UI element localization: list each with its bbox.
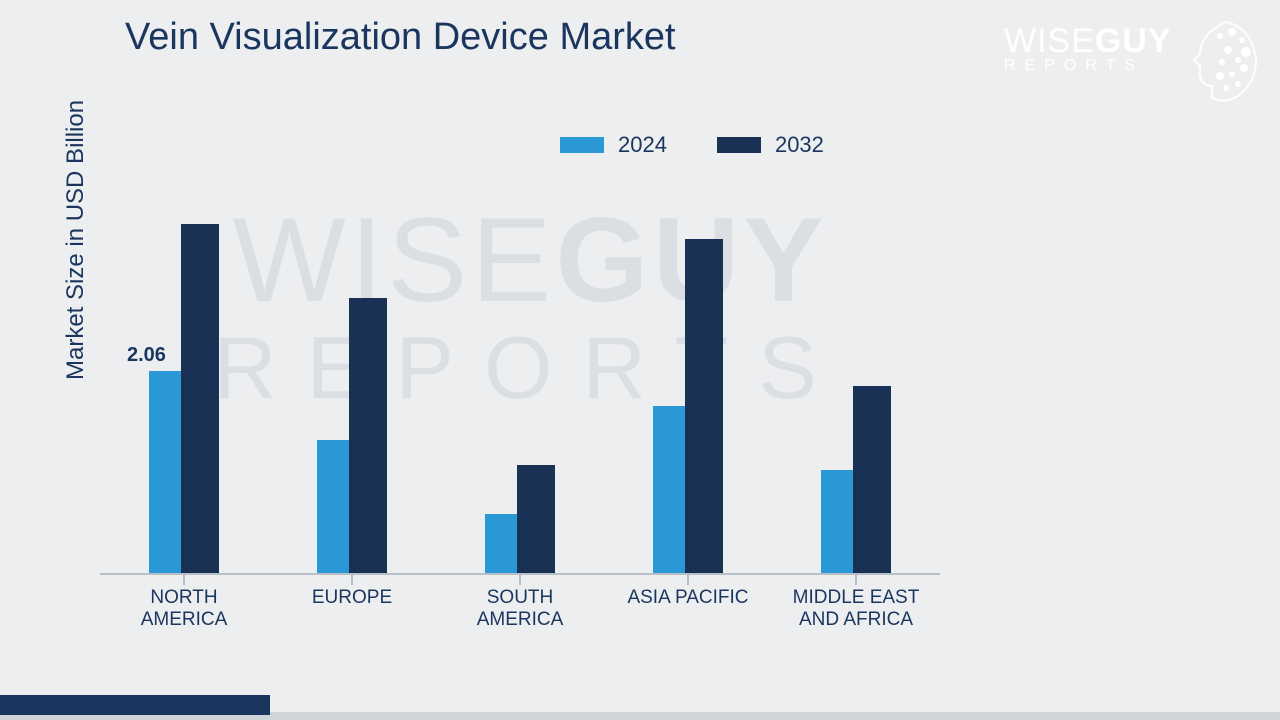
axis-tick: [855, 575, 857, 585]
legend-label: 2032: [775, 132, 824, 158]
axis-tick: [687, 575, 689, 585]
chart-title: Vein Visualization Device Market: [125, 16, 676, 59]
bar-pair: [653, 239, 723, 573]
bar-group: NORTH AMERICA: [100, 180, 268, 575]
axis-tick: [351, 575, 353, 585]
legend-swatch: [717, 137, 761, 153]
axis-tick: [519, 575, 521, 585]
bar: [517, 465, 555, 573]
legend-swatch: [560, 137, 604, 153]
bar-group: ASIA PACIFIC: [604, 180, 772, 575]
brand-logo: WISEGUY REPORTS: [1004, 22, 1254, 75]
legend-item: 2032: [717, 132, 824, 158]
bottom-stripe-dark: [0, 695, 270, 715]
bar-pair: [149, 224, 219, 573]
bar-pair: [317, 298, 387, 573]
legend: 2024 2032: [560, 132, 824, 158]
brand-line1a: WISE: [1004, 22, 1095, 60]
y-axis-label: Market Size in USD Billion: [62, 100, 90, 380]
bar-pair: [485, 465, 555, 573]
axis-tick: [183, 575, 185, 585]
bar-group: EUROPE: [268, 180, 436, 575]
category-label: MIDDLE EAST AND AFRICA: [781, 587, 931, 631]
category-label: EUROPE: [277, 587, 427, 609]
bar-group: MIDDLE EAST AND AFRICA: [772, 180, 940, 575]
bar-chart: NORTH AMERICAEUROPESOUTH AMERICAASIA PAC…: [100, 180, 940, 575]
bar: [853, 386, 891, 573]
bar: [685, 239, 723, 573]
category-label: NORTH AMERICA: [109, 587, 259, 631]
brand-line1b: GUY: [1095, 22, 1172, 60]
category-label: ASIA PACIFIC: [613, 587, 763, 609]
bar-pair: [821, 386, 891, 573]
bar-group: SOUTH AMERICA: [436, 180, 604, 575]
category-label: SOUTH AMERICA: [445, 587, 595, 631]
legend-item: 2024: [560, 132, 667, 158]
bar: [181, 224, 219, 573]
bar: [349, 298, 387, 573]
legend-label: 2024: [618, 132, 667, 158]
bar-value-label: 2.06: [127, 344, 166, 367]
infographic-stage: WISEGUY REPORTS Vein Visualization Devic…: [0, 0, 1280, 720]
brand-head-icon: [1172, 16, 1262, 106]
